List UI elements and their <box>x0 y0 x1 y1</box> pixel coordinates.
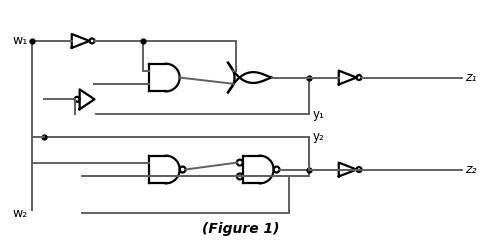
Text: z₂: z₂ <box>464 163 476 176</box>
Text: y₁: y₁ <box>312 108 324 121</box>
Text: w₁: w₁ <box>12 35 27 47</box>
Text: (Figure 1): (Figure 1) <box>202 222 279 236</box>
Text: z₁: z₁ <box>464 71 476 84</box>
Text: y₂: y₂ <box>312 130 324 143</box>
Text: w₂: w₂ <box>12 207 27 219</box>
